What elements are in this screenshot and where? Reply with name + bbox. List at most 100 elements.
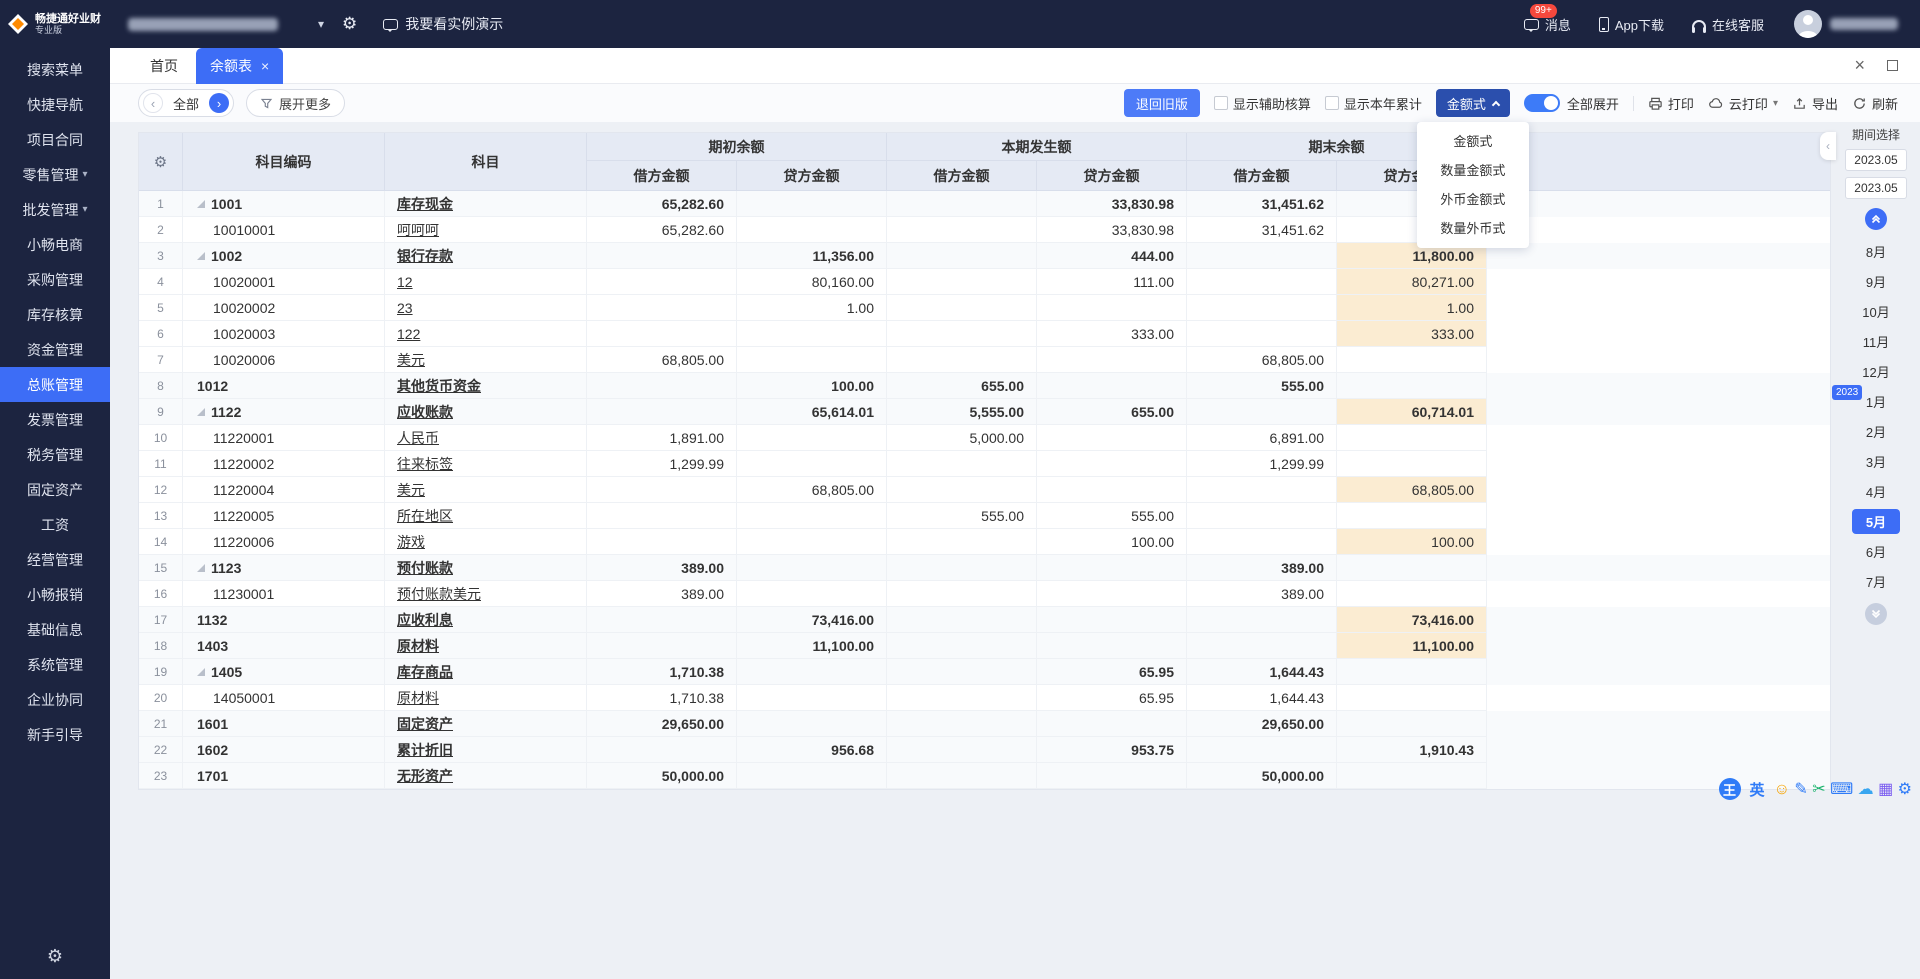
grid-icon[interactable]: ▦ — [1878, 781, 1894, 798]
month-item[interactable]: 6月 — [1865, 545, 1887, 560]
sidebar-item[interactable]: 基础信息 ▾ — [0, 612, 110, 647]
table-row[interactable]: 20 14050001 原材料 1,710.38 65.95 — [139, 685, 1830, 711]
sidebar-item[interactable]: 搜索菜单 ▾ — [0, 52, 110, 87]
expand-triangle-icon[interactable] — [197, 407, 205, 416]
month-item[interactable]: 11月 — [1862, 335, 1890, 350]
account-name-cell[interactable]: 预付账款 — [385, 555, 587, 581]
account-name-cell[interactable]: 游戏 — [385, 529, 587, 555]
close-all-icon[interactable]: × — [1854, 55, 1865, 75]
account-name-cell[interactable]: 应收账款 — [385, 399, 587, 425]
column-settings-gear-icon[interactable]: ⚙ — [139, 133, 183, 191]
sidebar-item[interactable]: 小畅电商 ▾ — [0, 227, 110, 262]
table-row[interactable]: 22 1602 累计折旧 956.68 953.75 — [139, 737, 1830, 763]
table-row[interactable]: 10 11220001 人民币 1,891.00 5,000.00 — [139, 425, 1830, 451]
export-button[interactable]: 导出 — [1792, 94, 1838, 113]
month-item[interactable]: 12月 — [1862, 365, 1890, 380]
month-item[interactable]: 9月 — [1865, 275, 1887, 290]
format-menu-item[interactable]: 数量外币式 — [1440, 221, 1506, 236]
chevron-left-icon[interactable]: ‹ — [143, 93, 163, 113]
back-to-old-version-button[interactable]: 退回旧版 — [1123, 89, 1200, 117]
account-name-cell[interactable]: 应收利息 — [385, 607, 587, 633]
table-row[interactable]: 14 11220006 游戏 100.00 — [139, 529, 1830, 555]
gear-icon[interactable]: ⚙ — [1897, 781, 1912, 798]
sidebar-item[interactable]: 经营管理 ▾ — [0, 542, 110, 577]
expand-triangle-icon[interactable] — [197, 667, 205, 676]
account-name-cell[interactable]: 其他货币资金 — [385, 373, 587, 399]
expand-more-button[interactable]: 展开更多 — [246, 89, 346, 117]
month-item[interactable]: 2023 1月 — [1832, 385, 1900, 414]
account-name-cell[interactable]: 库存现金 — [385, 191, 587, 217]
table-row[interactable]: 5 10020002 23 1.00 — [139, 295, 1830, 321]
account-name-cell[interactable]: 23 — [385, 295, 587, 321]
online-service-button[interactable]: 在线客服 — [1691, 15, 1764, 34]
demo-link[interactable]: 我要看实例演示 — [383, 14, 503, 34]
account-name-cell[interactable]: 122 — [385, 321, 587, 347]
fullscreen-icon[interactable] — [1887, 60, 1898, 71]
avatar[interactable] — [1794, 10, 1822, 38]
sidebar-item[interactable]: 批发管理 ▾ — [0, 192, 110, 227]
sidebar-item[interactable]: 固定资产 ▾ — [0, 472, 110, 507]
expand-all-toggle[interactable] — [1523, 94, 1560, 112]
table-row[interactable]: 9 1122 应收账款 65,614.01 5,555.00 655 — [139, 399, 1830, 425]
period-from[interactable]: 2023.05 — [1845, 149, 1907, 171]
sidebar-item[interactable]: 小畅报销 ▾ — [0, 577, 110, 612]
show-aux-checkbox[interactable]: 显示辅助核算 — [1213, 94, 1311, 113]
table-row[interactable]: 2 10010001 呵呵呵 65,282.60 33,830.9 — [139, 217, 1830, 243]
table-row[interactable]: 19 1405 库存商品 1,710.38 65.95 — [139, 659, 1830, 685]
pen-icon[interactable]: ✎ — [1794, 781, 1808, 798]
account-name-cell[interactable]: 美元 — [385, 347, 587, 373]
account-name-cell[interactable]: 累计折旧 — [385, 737, 587, 763]
sidebar-item[interactable]: 系统管理 ▾ — [0, 647, 110, 682]
settings-gear-icon[interactable]: ⚙ — [342, 14, 358, 33]
account-name-cell[interactable]: 呵呵呵 — [385, 217, 587, 243]
smiley-icon[interactable]: ☺ — [1773, 781, 1790, 798]
sidebar-item[interactable]: 新手引导 ▾ — [0, 717, 110, 752]
table-row[interactable]: 17 1132 应收利息 73,416.00 — [139, 607, 1830, 633]
account-name-cell[interactable]: 原材料 — [385, 633, 587, 659]
sidebar-item[interactable]: 企业协同 ▾ — [0, 682, 110, 717]
sidebar-item[interactable]: 工资 ▾ — [0, 507, 110, 542]
period-to[interactable]: 2023.05 — [1845, 177, 1907, 199]
sidebar-item[interactable]: 总账管理 ▾ — [0, 367, 110, 402]
account-name-cell[interactable]: 往来标签 — [385, 451, 587, 477]
month-item[interactable]: 5月 — [1852, 509, 1900, 534]
month-item[interactable]: 2月 — [1865, 425, 1887, 440]
scope-selector[interactable]: ‹ 全部 › — [138, 89, 235, 117]
table-row[interactable]: 12 11220004 美元 68,805.00 — [139, 477, 1830, 503]
table-row[interactable]: 13 11220005 所在地区 555.00 555.00 — [139, 503, 1830, 529]
tab-home[interactable]: 首页 — [150, 57, 178, 74]
account-name-cell[interactable]: 原材料 — [385, 685, 587, 711]
show-ytd-checkbox[interactable]: 显示本年累计 — [1324, 94, 1422, 113]
expand-triangle-icon[interactable] — [197, 251, 205, 260]
chevron-right-icon[interactable]: › — [209, 93, 230, 113]
table-row[interactable]: 11 11220002 往来标签 1,299.99 — [139, 451, 1830, 477]
scissors-icon[interactable]: ✂ — [1812, 781, 1826, 798]
sidebar-item[interactable]: 项目合同 ▾ — [0, 122, 110, 157]
account-name-cell[interactable]: 库存商品 — [385, 659, 587, 685]
month-item[interactable]: 7月 — [1865, 575, 1887, 590]
table-row[interactable]: 1 1001 库存现金 65,282.60 33,830.98 — [139, 191, 1830, 217]
table-row[interactable]: 21 1601 固定资产 29,650.00 — [139, 711, 1830, 737]
table-row[interactable]: 4 10020001 12 80,160.00 111.00 — [139, 269, 1830, 295]
ime-language-toggle[interactable]: 英 — [1749, 781, 1765, 799]
messages-button[interactable]: 99+ 消息 — [1523, 3, 1571, 34]
expand-triangle-icon[interactable] — [197, 199, 205, 208]
sidebar-item[interactable]: 资金管理 ▾ — [0, 332, 110, 367]
account-name-cell[interactable]: 所在地区 — [385, 503, 587, 529]
month-item[interactable]: 4月 — [1865, 485, 1887, 500]
account-name-cell[interactable]: 预付账款美元 — [385, 581, 587, 607]
format-menu-item[interactable]: 数量金额式 — [1440, 163, 1506, 178]
refresh-button[interactable]: 刷新 — [1852, 94, 1898, 113]
sidebar-item[interactable]: 库存核算 ▾ — [0, 297, 110, 332]
keyboard-icon[interactable]: ⌨ — [1830, 781, 1854, 798]
app-download-button[interactable]: App下载 — [1598, 15, 1664, 34]
close-icon[interactable]: × — [261, 57, 270, 74]
account-name-cell[interactable]: 人民币 — [385, 425, 587, 451]
sidebar-item[interactable]: 采购管理 ▾ — [0, 262, 110, 297]
sidebar-item[interactable]: 快捷导航 ▾ — [0, 87, 110, 122]
tab-balance-sheet[interactable]: 余额表 × — [196, 47, 284, 84]
checkbox-icon[interactable] — [1213, 96, 1228, 110]
period-panel-collapse-handle[interactable]: ‹ — [1820, 132, 1836, 160]
table-row[interactable]: 15 1123 预付账款 389.00 — [139, 555, 1830, 581]
table-row[interactable]: 18 1403 原材料 11,100.00 — [139, 633, 1830, 659]
